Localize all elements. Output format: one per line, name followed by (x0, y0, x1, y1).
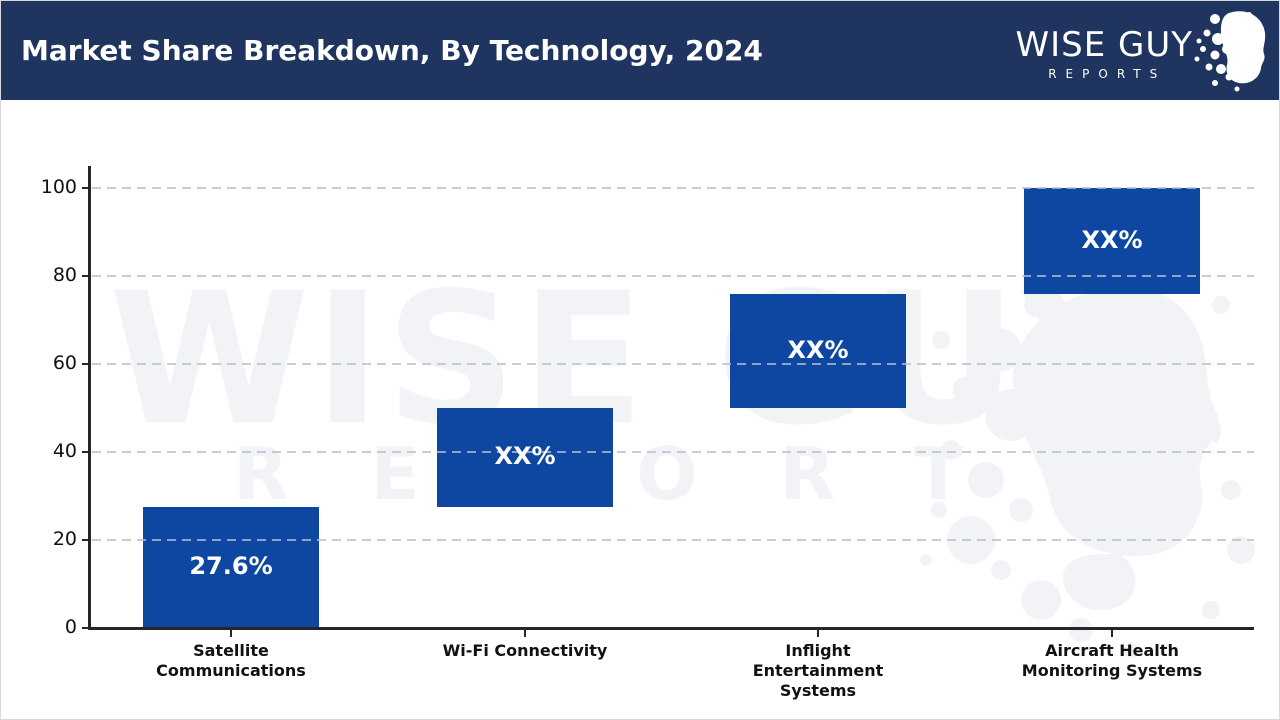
y-axis-line (88, 166, 91, 630)
chart-area: WISE GUY REPORTS 27.6% XX% XX% XX% 0 20 40 60 80… (1, 100, 1279, 719)
y-axis-tick-label: 0 (64, 616, 77, 638)
y-axis-tick (82, 363, 90, 365)
x-axis-category-label: Aircraft Health Monitoring Systems (1021, 641, 1203, 680)
y-axis-tick (82, 451, 90, 453)
x-axis-tick (230, 629, 232, 637)
watermark-head-icon (914, 245, 1255, 658)
gridline (92, 539, 1254, 541)
y-axis-tick-label: 80 (52, 264, 77, 286)
gridline (92, 451, 1254, 453)
y-axis-tick (82, 539, 90, 541)
gridline (92, 187, 1254, 189)
y-axis-tick-label: 100 (40, 176, 77, 198)
gridline (92, 275, 1254, 277)
bar-segment (437, 408, 613, 507)
x-axis-tick (817, 629, 819, 637)
y-axis-tick-label: 60 (52, 352, 77, 374)
x-axis-category-label: Wi-Fi Connectivity (442, 641, 608, 660)
x-axis-line (88, 627, 1254, 630)
y-axis-tick (82, 275, 90, 277)
y-axis-tick (82, 187, 90, 189)
x-axis-category-label: Inflight Entertainment Systems (752, 641, 884, 700)
logo-subtext: REPORTS (1048, 67, 1167, 81)
x-axis-tick (524, 629, 526, 637)
gridline (92, 363, 1254, 365)
bar-segment (143, 506, 319, 628)
page-title: Market Share Breakdown, By Technology, 2… (21, 34, 763, 67)
header: Market Share Breakdown, By Technology, 2… (1, 1, 1279, 100)
bar-segment (730, 293, 906, 408)
logo-wordmark: WISE GUY (1015, 25, 1193, 65)
bar-value-label: XX% (1081, 225, 1143, 254)
y-axis-tick-label: 40 (52, 440, 77, 462)
bar-value-label: XX% (787, 335, 849, 364)
x-axis-tick (1111, 629, 1113, 637)
wise-guy-logo: WISE GUY REPORTS (1015, 1, 1271, 100)
bar-value-label: XX% (494, 442, 556, 471)
y-axis-tick-label: 20 (52, 528, 77, 550)
y-axis-tick (82, 627, 90, 629)
bar-value-label: 27.6% (189, 552, 273, 581)
x-axis-category-label: Satellite Communications (156, 641, 306, 680)
logo-head-icon (1194, 11, 1266, 92)
